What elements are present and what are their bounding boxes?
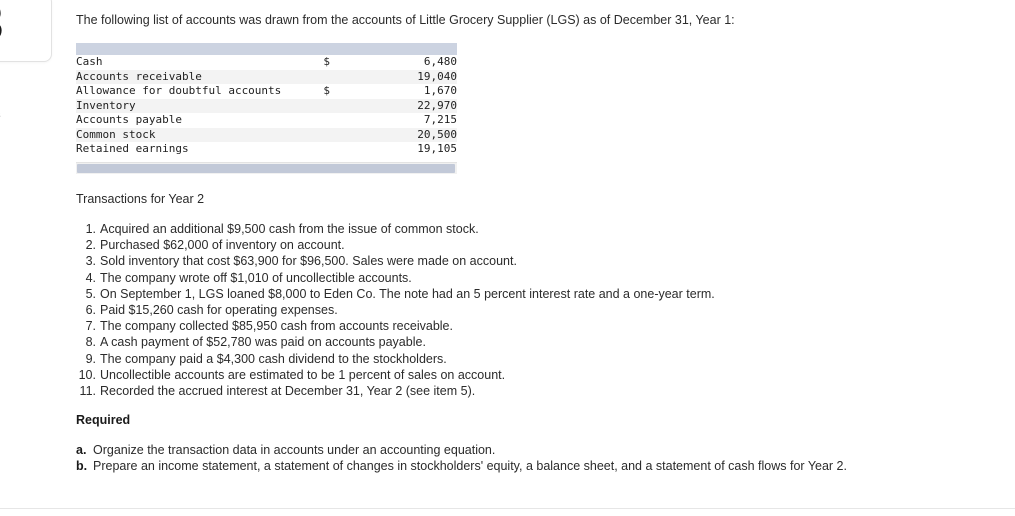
intro-paragraph: The following list of accounts was drawn…: [76, 13, 735, 27]
question-number: 3: [0, 0, 4, 55]
list-item-number: 4.: [85, 270, 96, 285]
list-item: 4. The company wrote off $1,010 of uncoll…: [76, 270, 956, 286]
list-item-text: Organize the transaction data in account…: [93, 443, 496, 457]
list-item-text: On September 1, LGS loaned $8,000 to Ede…: [100, 286, 715, 301]
account-value-cell: 19,105: [417, 142, 457, 155]
list-item-text: Recorded the accrued interest at Decembe…: [100, 384, 476, 399]
accounts-table-container: Cash $6,480 Accounts receivable 19,040 Allow…: [76, 43, 457, 174]
account-name-cell: Inventory: [76, 98, 136, 112]
accounts-table: Cash $6,480 Accounts receivable 19,040 Allow…: [76, 43, 457, 157]
transactions-list: 1. Acquired an additional $9,500 cash fro…: [76, 221, 956, 399]
list-item-number: 1.: [85, 222, 96, 236]
list-item-number: 10.: [78, 367, 96, 382]
list-item: b. Prepare an income statement, a stateme…: [76, 458, 936, 474]
table-row: Common stock 20,500: [76, 127, 457, 143]
list-item: 10. Uncollectible accounts are estimated …: [76, 367, 956, 383]
scrollbar-thumb[interactable]: [77, 163, 455, 173]
account-value-cell: 22,970: [417, 98, 457, 112]
account-value-cell: 19,040: [417, 69, 457, 83]
account-value-cell: 1,670: [423, 84, 457, 97]
list-item-letter: a.: [76, 443, 87, 457]
list-item-text: Prepare an income statement, a statement…: [93, 459, 847, 474]
list-item: 6. Paid $15,260 cash for operating expens…: [76, 302, 956, 318]
list-item-text: Paid $15,260 cash for operating expenses…: [100, 303, 338, 318]
account-name-cell: Allowance for doubtful accounts: [76, 84, 282, 97]
left-rail: 3 nts: [0, 0, 56, 516]
list-item: 7. The company collected $85,950 cash fro…: [76, 318, 956, 334]
list-item-text: Uncollectible accounts are estimated to …: [100, 367, 506, 382]
accounts-table-head: [76, 43, 457, 55]
account-name-cell: Cash: [76, 55, 103, 68]
required-heading: Required: [76, 413, 131, 427]
list-item-number: 8.: [85, 335, 96, 350]
currency-symbol-cell: [203, 99, 330, 114]
table-row: Accounts payable 7,215: [76, 113, 457, 128]
table-row: Inventory 22,970: [76, 98, 457, 114]
list-item: 1. Acquired an additional $9,500 cash fro…: [76, 221, 956, 237]
list-item-number: 7.: [85, 319, 96, 334]
list-item-number: 3.: [85, 254, 96, 269]
account-name-cell: Retained earnings: [76, 142, 189, 155]
list-item: 8. A cash payment of $52,780 was paid on …: [76, 334, 956, 350]
list-item: 2. Purchased $62,000 of inventory on acco…: [76, 237, 956, 253]
list-item-number: 9.: [85, 351, 96, 366]
account-name-cell: Common stock: [76, 127, 156, 141]
accounts-table-body: Cash $6,480 Accounts receivable 19,040 Allow…: [76, 55, 457, 157]
list-item-text: The company paid a $4,300 cash dividend …: [100, 351, 447, 366]
account-value-cell: 7,215: [423, 113, 457, 126]
transactions-heading: Transactions for Year 2: [76, 192, 205, 206]
list-item-text: A cash payment of $52,780 was paid on ac…: [100, 335, 426, 350]
list-item: 5. On September 1, LGS loaned $8,000 to E…: [76, 286, 956, 302]
accounts-table-horizontal-scrollbar[interactable]: [76, 161, 457, 174]
account-name-cell: Accounts payable: [76, 113, 182, 126]
table-row: Allowance for doubtful accounts $1,670: [76, 84, 457, 99]
list-item: a. Organize the transaction data in accou…: [76, 442, 936, 458]
bottom-divider: [0, 508, 1015, 509]
account-value-cell: 6,480: [423, 55, 457, 68]
list-item-text: The company wrote off $1,010 of uncollec…: [100, 270, 412, 285]
currency-symbol-cell: $: [323, 84, 330, 97]
list-item: 9. The company paid a $4,300 cash dividen…: [76, 351, 956, 367]
table-row: Cash $6,480: [76, 55, 457, 70]
list-item-text: Sold inventory that cost $63,900 for $96…: [100, 254, 517, 269]
accounts-table-header-row: [76, 43, 457, 55]
list-item-number: 5.: [85, 286, 96, 301]
list-item: 3. Sold inventory that cost $63,900 for $…: [76, 253, 956, 269]
account-value-cell: 20,500: [417, 127, 457, 141]
table-row: Retained earnings 19,105: [76, 142, 457, 157]
account-name-cell: Accounts receivable: [76, 69, 202, 83]
required-list: a. Organize the transaction data in accou…: [76, 442, 936, 474]
list-item: 11. Recorded the accrued interest at Dece…: [76, 383, 956, 399]
question-number-card: 3: [0, 0, 52, 62]
list-item-number: 6.: [85, 303, 96, 318]
list-item-text: Purchased $62,000 of inventory on accoun…: [100, 238, 345, 253]
table-row: Accounts receivable 19,040: [76, 69, 457, 85]
currency-symbol-cell: [203, 142, 330, 157]
rail-text-fragment: nts: [0, 109, 1, 121]
accounts-table-header-cell: [76, 43, 457, 55]
currency-symbol-cell: [203, 128, 330, 143]
list-item-letter: b.: [76, 459, 88, 474]
list-item-text: The company collected $85,950 cash from …: [100, 319, 453, 334]
currency-symbol-cell: $: [323, 55, 330, 68]
list-item-text: Acquired an additional $9,500 cash from …: [100, 222, 479, 236]
list-item-number: 2.: [85, 238, 96, 253]
list-item-number: 11.: [79, 384, 96, 399]
currency-symbol-cell: [203, 113, 330, 128]
main-content: The following list of accounts was drawn…: [76, 0, 1015, 516]
currency-symbol-cell: [203, 70, 330, 85]
